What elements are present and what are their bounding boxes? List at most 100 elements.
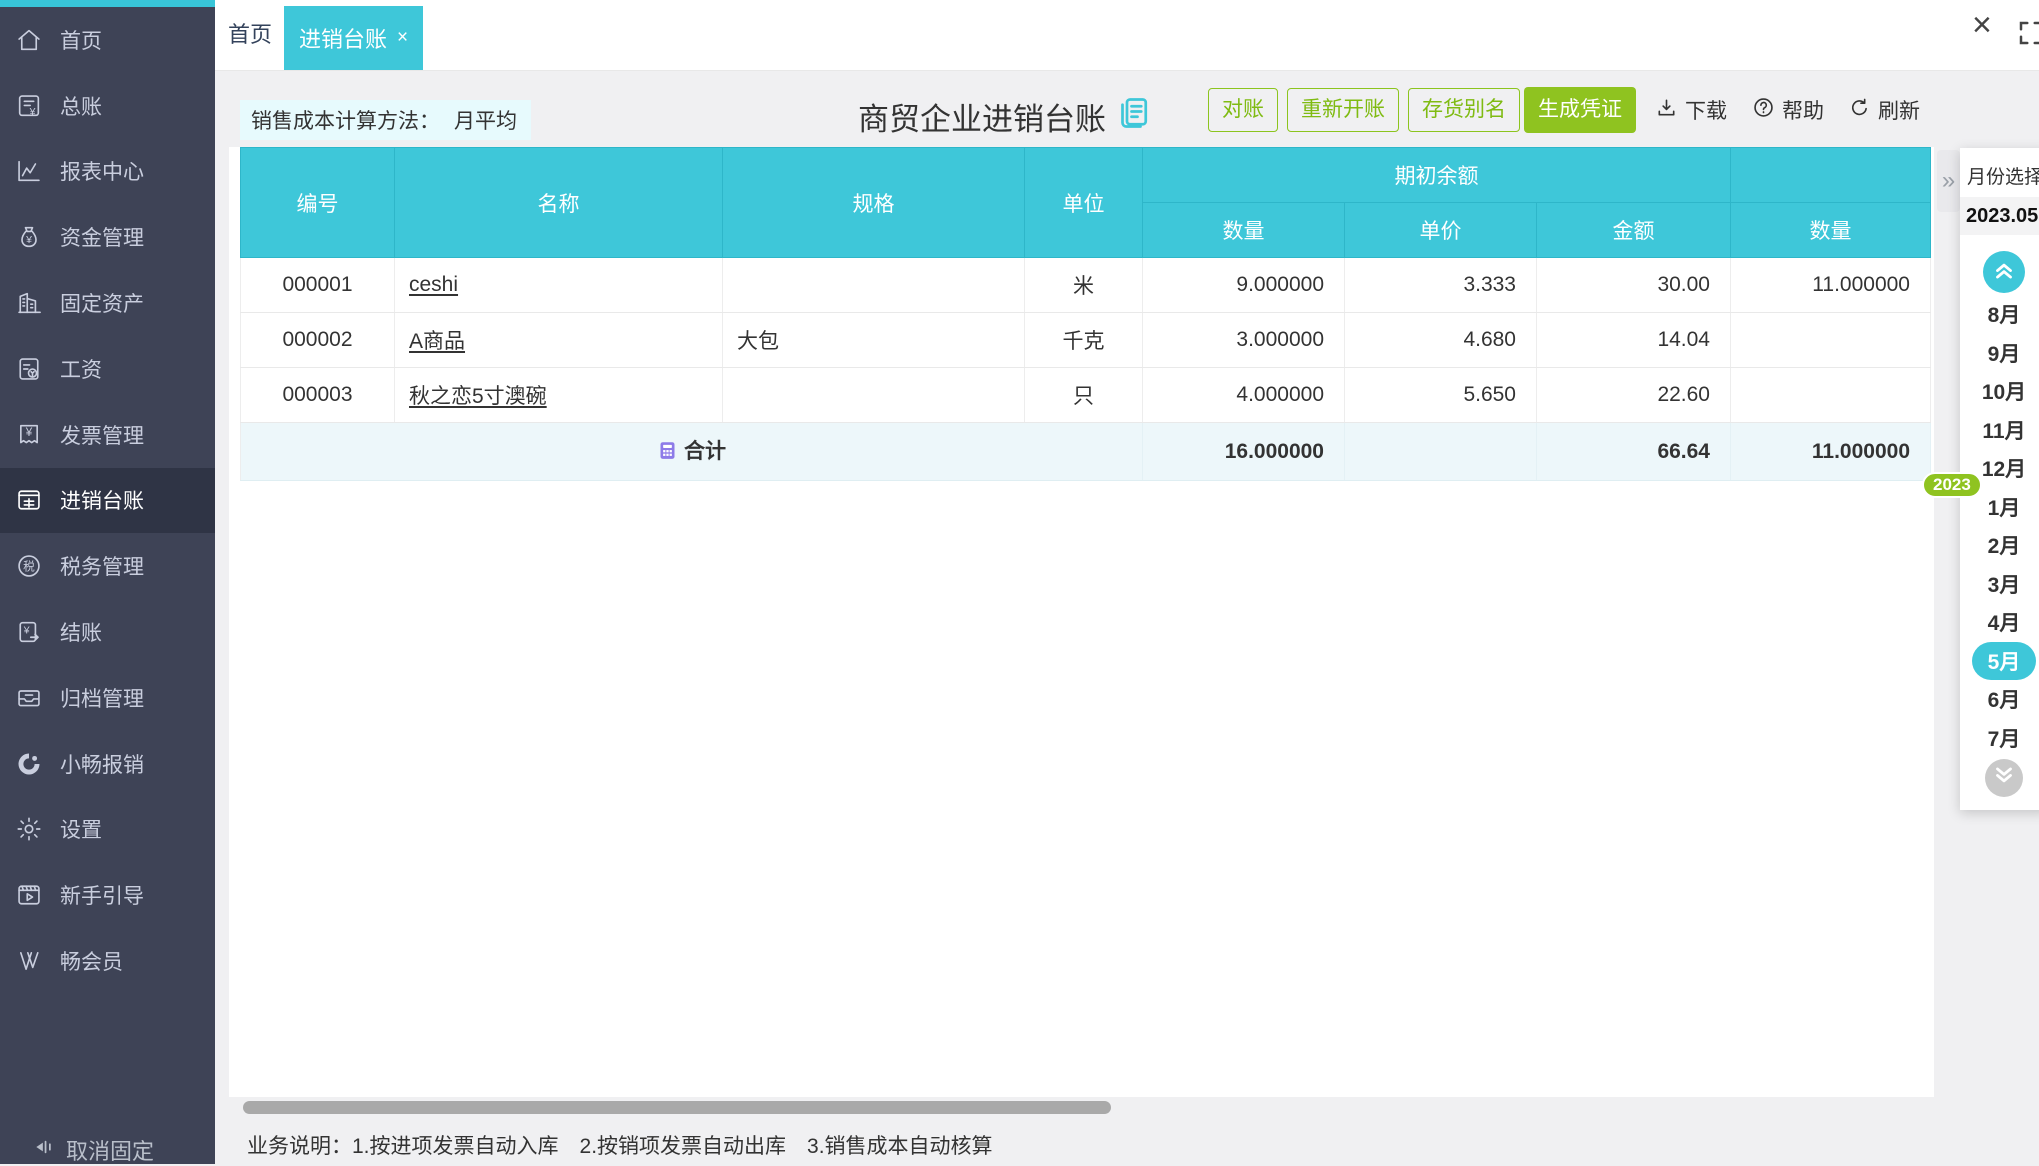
- help-button[interactable]: 帮助: [1752, 94, 1824, 126]
- salary-icon: [14, 354, 44, 384]
- total-label: 合计: [684, 440, 726, 463]
- sidebar-item-label: 税务管理: [60, 556, 144, 580]
- cell-amount: 30.00: [1536, 257, 1731, 313]
- item-name-link[interactable]: ceshi: [409, 273, 459, 296]
- funds-icon: ¥: [14, 222, 44, 252]
- purchase-sales-ledger-icon: [14, 485, 44, 515]
- cost-method-label: 销售成本计算方法：: [251, 110, 440, 133]
- month-item-3月[interactable]: 3月: [1987, 573, 2021, 597]
- page-title: 商贸企业进销台账: [858, 94, 1151, 139]
- sidebar-item-xiaochang-reimburse[interactable]: 小畅报销: [0, 731, 215, 797]
- toolbar-button-1[interactable]: 重新开账: [1287, 88, 1399, 132]
- sidebar-menu: 首页 ¥ 总账 报表中心 ¥ 资金管理 固定资产 工资 ¥ 发票管理 进销台账税 税务管理 ¥ 结账 归档管…: [0, 7, 215, 994]
- cell-price: 3.333: [1344, 257, 1537, 313]
- sidebar-item-salary[interactable]: 工资: [0, 336, 215, 402]
- month-item-11月[interactable]: 11月: [1982, 419, 2026, 443]
- cell-qty: 3.000000: [1142, 312, 1345, 368]
- total-qty2: 11.000000: [1730, 422, 1931, 481]
- item-name-link[interactable]: A商品: [409, 330, 466, 353]
- month-item-1月[interactable]: 1月: [1987, 496, 2021, 520]
- month-item-2月[interactable]: 2月: [1987, 535, 2021, 559]
- sidebar-item-purchase-sales-ledger[interactable]: 进销台账: [0, 467, 215, 534]
- cell-spec: [722, 257, 1025, 313]
- business-note: 业务说明：1.按进项发票自动入库 2.按销项发票自动出库 3.销售成本自动核算: [247, 1135, 993, 1158]
- month-item-6月[interactable]: 6月: [1987, 689, 2021, 713]
- sidebar-item-closing[interactable]: ¥ 结账: [0, 599, 215, 665]
- beginner-guide-icon: [14, 880, 44, 910]
- tab-close-icon[interactable]: ×: [396, 27, 409, 48]
- col-header-code: 编号: [240, 147, 395, 258]
- sidebar-item-label: 总账: [60, 95, 102, 119]
- sidebar-item-beginner-guide[interactable]: 新手引导: [0, 862, 215, 928]
- cell-spec: [722, 367, 1025, 423]
- col-header-spec: 规格: [722, 147, 1025, 258]
- sidebar-item-label: 报表中心: [60, 161, 144, 185]
- current-period: 2023.05: [1960, 197, 2039, 235]
- toolbar-button-0[interactable]: 对账: [1208, 88, 1278, 132]
- xiaochang-reimburse-icon: [14, 749, 44, 779]
- tab-purchase-sales-ledger[interactable]: 进销台账 ×: [284, 6, 423, 70]
- col-header-name: 名称: [394, 147, 723, 258]
- cell-qty2: [1730, 312, 1931, 368]
- outline-buttons: 对账 重新开账 存货别名: [1208, 88, 1520, 132]
- item-name-link[interactable]: 秋之恋5寸澳碗: [409, 385, 547, 408]
- generate-voucher-button[interactable]: 生成凭证: [1524, 87, 1636, 133]
- cell-unit: 只: [1024, 367, 1143, 423]
- month-item-5月[interactable]: 5月: [1972, 641, 2036, 680]
- document-icon: [1115, 95, 1151, 139]
- sidebar-item-report-center[interactable]: 报表中心: [0, 139, 215, 205]
- sidebar-item-fixed-assets[interactable]: 固定资产: [0, 270, 215, 336]
- chevron-double-down-icon: [1991, 763, 2017, 794]
- cell-unit: 米: [1024, 257, 1143, 313]
- unpin-label: 取消固定: [66, 1139, 155, 1164]
- col-header-qty2: 数量: [1730, 202, 1931, 258]
- cell-qty: 9.000000: [1142, 257, 1345, 313]
- sidebar-item-label: 发票管理: [60, 424, 144, 448]
- horizontal-scrollbar[interactable]: [243, 1101, 1111, 1114]
- sidebar-item-archive[interactable]: 归档管理: [0, 665, 215, 731]
- pin-icon: [32, 1134, 58, 1166]
- close-icon[interactable]: ×: [1972, 6, 1992, 44]
- member-icon: [14, 946, 44, 976]
- table-row: 000002 A商品 大包 千克 3.000000 4.680 14.04: [240, 312, 1931, 368]
- ledger-table-panel: 编号 名称 规格 单位 期初余额 数量 单价 金额 数量 000001 ceshi…: [229, 147, 1934, 1097]
- unpin-button[interactable]: 取消固定: [32, 1134, 154, 1166]
- sidebar-item-funds[interactable]: ¥ 资金管理: [0, 204, 215, 270]
- svg-text:¥: ¥: [29, 105, 36, 117]
- sidebar-item-home[interactable]: 首页: [0, 7, 215, 73]
- cell-amount: 14.04: [1536, 312, 1731, 368]
- month-item-8月[interactable]: 8月: [1987, 304, 2021, 328]
- month-item-4月[interactable]: 4月: [1987, 612, 2021, 636]
- fullscreen-icon[interactable]: [2016, 18, 2039, 53]
- tab-home[interactable]: 首页: [227, 22, 272, 47]
- cell-qty: 4.000000: [1142, 367, 1345, 423]
- cell-amount: 22.60: [1536, 367, 1731, 423]
- cell-qty2: 11.000000: [1730, 257, 1931, 313]
- sidebar-item-label: 进销台账: [60, 490, 144, 514]
- sidebar-item-settings[interactable]: 设置: [0, 797, 215, 863]
- month-panel-title: 月份选择: [1967, 167, 2039, 188]
- month-item-9月[interactable]: 9月: [1987, 342, 2021, 366]
- chevron-right-icon: »: [1941, 167, 1956, 194]
- total-label-cell: 合计: [240, 422, 1143, 481]
- scroll-down-button[interactable]: [1985, 759, 2023, 797]
- scroll-up-button[interactable]: [1983, 251, 2025, 293]
- sidebar-item-label: 畅会员: [60, 951, 123, 975]
- total-row: 合计 16.000000 66.64 11.000000: [240, 422, 1931, 481]
- download-button[interactable]: 下载: [1655, 94, 1727, 126]
- month-item-10月[interactable]: 10月: [1981, 381, 2027, 405]
- sidebar-item-tax[interactable]: 税 税务管理: [0, 533, 215, 599]
- sidebar-item-invoice[interactable]: ¥ 发票管理: [0, 402, 215, 468]
- sidebar: 首页 ¥ 总账 报表中心 ¥ 资金管理 固定资产 工资 ¥ 发票管理 进销台账税 税务管理 ¥ 结账 归档管…: [0, 0, 215, 1164]
- month-item-12月[interactable]: 12月: [1981, 458, 2027, 482]
- report-center-icon: [14, 156, 44, 186]
- panel-expand-button[interactable]: »: [1937, 150, 1960, 212]
- sidebar-item-general-ledger[interactable]: ¥ 总账: [0, 73, 215, 139]
- refresh-button[interactable]: 刷新: [1848, 94, 1920, 126]
- sidebar-item-member[interactable]: 畅会员: [0, 928, 215, 994]
- cell-code: 000003: [240, 367, 395, 423]
- sidebar-item-label: 新手引导: [60, 885, 144, 909]
- toolbar-button-2[interactable]: 存货别名: [1408, 88, 1520, 132]
- svg-text:税: 税: [23, 560, 35, 574]
- month-item-7月[interactable]: 7月: [1987, 727, 2021, 751]
